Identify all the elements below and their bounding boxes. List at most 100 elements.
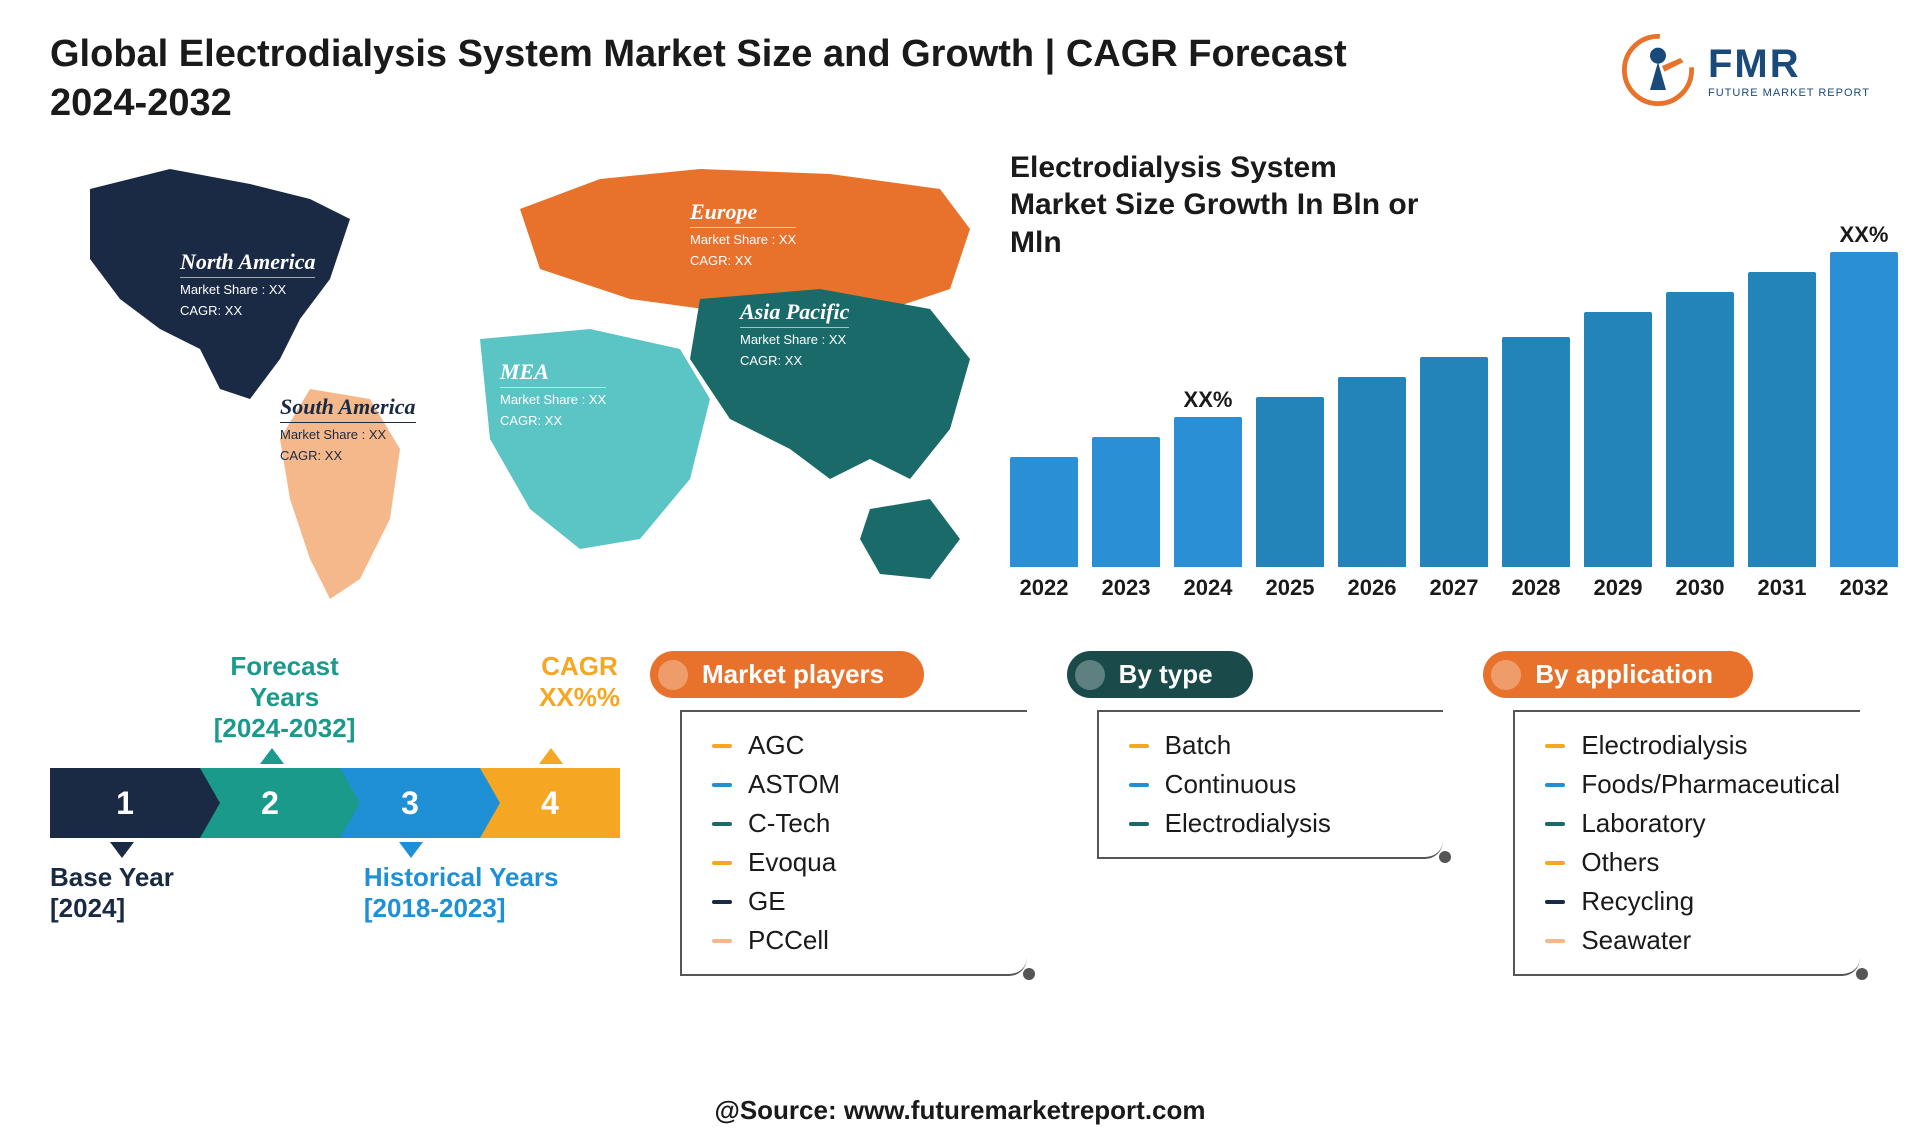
bar [1092,437,1160,567]
pill-dot-icon [658,660,688,690]
bar-col: 2029 [1584,312,1652,601]
bar-year-label: 2022 [1020,575,1069,601]
arrow-up-icon [539,748,563,764]
timeline-forecast-label: Forecast Years [2024-2032] [200,651,369,744]
tick-icon [1545,744,1565,748]
list-item: Seawater [1545,921,1850,960]
tick-icon [1545,783,1565,787]
bar [1666,292,1734,567]
region-share: Market Share : XX [740,327,849,347]
bar [1420,357,1488,567]
map-region-europe: Europe Market Share : XX CAGR: XX [690,199,796,268]
bar-year-label: 2032 [1840,575,1889,601]
tick-icon [712,783,732,787]
bar [1584,312,1652,567]
timeline-step-1: 1 [50,768,200,838]
tick-icon [712,939,732,943]
growth-chart: Electrodialysis System Market Size Growt… [1010,149,1898,602]
column-pill: By application [1483,651,1753,698]
region-cagr: CAGR: XX [280,444,416,463]
list-item-label: Recycling [1581,886,1694,917]
map-region-mea: MEA Market Share : XX CAGR: XX [500,359,606,428]
chart-title: Electrodialysis System Market Size Growt… [1010,149,1430,262]
tick-icon [712,861,732,865]
list-item: C-Tech [712,804,1017,843]
list-item: Recycling [1545,882,1850,921]
column-bracket: BatchContinuousElectrodialysis [1097,710,1444,859]
logo: FMR FUTURE MARKET REPORT [1618,30,1870,110]
list-item: Others [1545,843,1850,882]
column-bracket: AGCASTOMC-Tech Evoqua GE PCCell [680,710,1027,976]
list-item-label: Foods/Pharmaceutical [1581,769,1840,800]
bar-col: XX%2032 [1830,252,1898,601]
pill-dot-icon [1075,660,1105,690]
column-bracket: Electrodialysis Foods/Pharmaceutical Labor… [1513,710,1860,976]
list-item-label: Electrodialysis [1165,808,1331,839]
list-item: Electrodialysis [1545,726,1850,765]
list-item: PCCell [712,921,1017,960]
tick-icon [1545,861,1565,865]
list-item: Evoqua [712,843,1017,882]
bar-col: XX%2024 [1174,417,1242,601]
region-share: Market Share : XX [690,227,796,247]
list-item-label: GE [748,886,786,917]
timeline-step-4: 4 [480,768,620,838]
tick-icon [1129,822,1149,826]
tick-icon [712,822,732,826]
tick-icon [1129,783,1149,787]
list-item: AGC [712,726,1017,765]
bar-col: 2031 [1748,272,1816,601]
bar-col: 2025 [1256,397,1324,601]
bar-col: 2030 [1666,292,1734,601]
bar-col: 2022 [1010,457,1078,601]
list-item: Continuous [1129,765,1434,804]
column-pill: Market players [650,651,924,698]
arrow-down-icon [399,842,423,858]
bar-col: 2027 [1420,357,1488,601]
region-share: Market Share : XX [280,422,416,442]
bar-year-label: 2027 [1430,575,1479,601]
timeline-cagr-label: CAGR XX%% [539,651,620,744]
list-item: Foods/Pharmaceutical [1545,765,1850,804]
world-map: North America Market Share : XX CAGR: XX… [50,149,970,589]
column-item-list: BatchContinuousElectrodialysis [1129,726,1434,843]
region-label: Asia Pacific [740,299,849,325]
timeline-step-2: 2 [200,768,340,838]
column-item-list: Electrodialysis Foods/Pharmaceutical Labor… [1545,726,1850,960]
tick-icon [1545,900,1565,904]
column-item-list: AGCASTOMC-Tech Evoqua GE PCCell [712,726,1017,960]
column-title: By application [1535,659,1713,690]
bar-annotation: XX% [1184,387,1233,413]
region-share: Market Share : XX [500,387,606,407]
bar-year-label: 2023 [1102,575,1151,601]
page-title: Global Electrodialysis System Market Siz… [50,30,1350,129]
tick-icon [712,900,732,904]
list-item-label: Evoqua [748,847,836,878]
list-item: GE [712,882,1017,921]
column-title: Market players [702,659,884,690]
region-label: North America [180,249,315,275]
timeline-steps: 1 2 3 4 [50,768,620,838]
bar-year-label: 2028 [1512,575,1561,601]
arrow-up-icon [260,748,284,764]
column-pill: By type [1067,651,1253,698]
info-column-by-type: By typeBatchContinuousElectrodialysis [1067,651,1454,976]
bar-col: 2028 [1502,337,1570,601]
timeline: Forecast Years [2024-2032] CAGR XX%% 1 2… [50,651,620,924]
timeline-step-3: 3 [340,768,480,838]
bar [1010,457,1078,567]
tick-icon [712,744,732,748]
list-item-label: Continuous [1165,769,1297,800]
info-column-market-players: Market players AGCASTOMC-Tech Evoqua GE PCCe… [650,651,1037,976]
list-item-label: Laboratory [1581,808,1705,839]
tick-icon [1545,822,1565,826]
bar [1256,397,1324,567]
bar-year-label: 2030 [1676,575,1725,601]
bar-col: 2023 [1092,437,1160,601]
list-item: ASTOM [712,765,1017,804]
bar [1174,417,1242,567]
bar-col: 2026 [1338,377,1406,601]
bar-year-label: 2029 [1594,575,1643,601]
bar [1338,377,1406,567]
tick-icon [1129,744,1149,748]
